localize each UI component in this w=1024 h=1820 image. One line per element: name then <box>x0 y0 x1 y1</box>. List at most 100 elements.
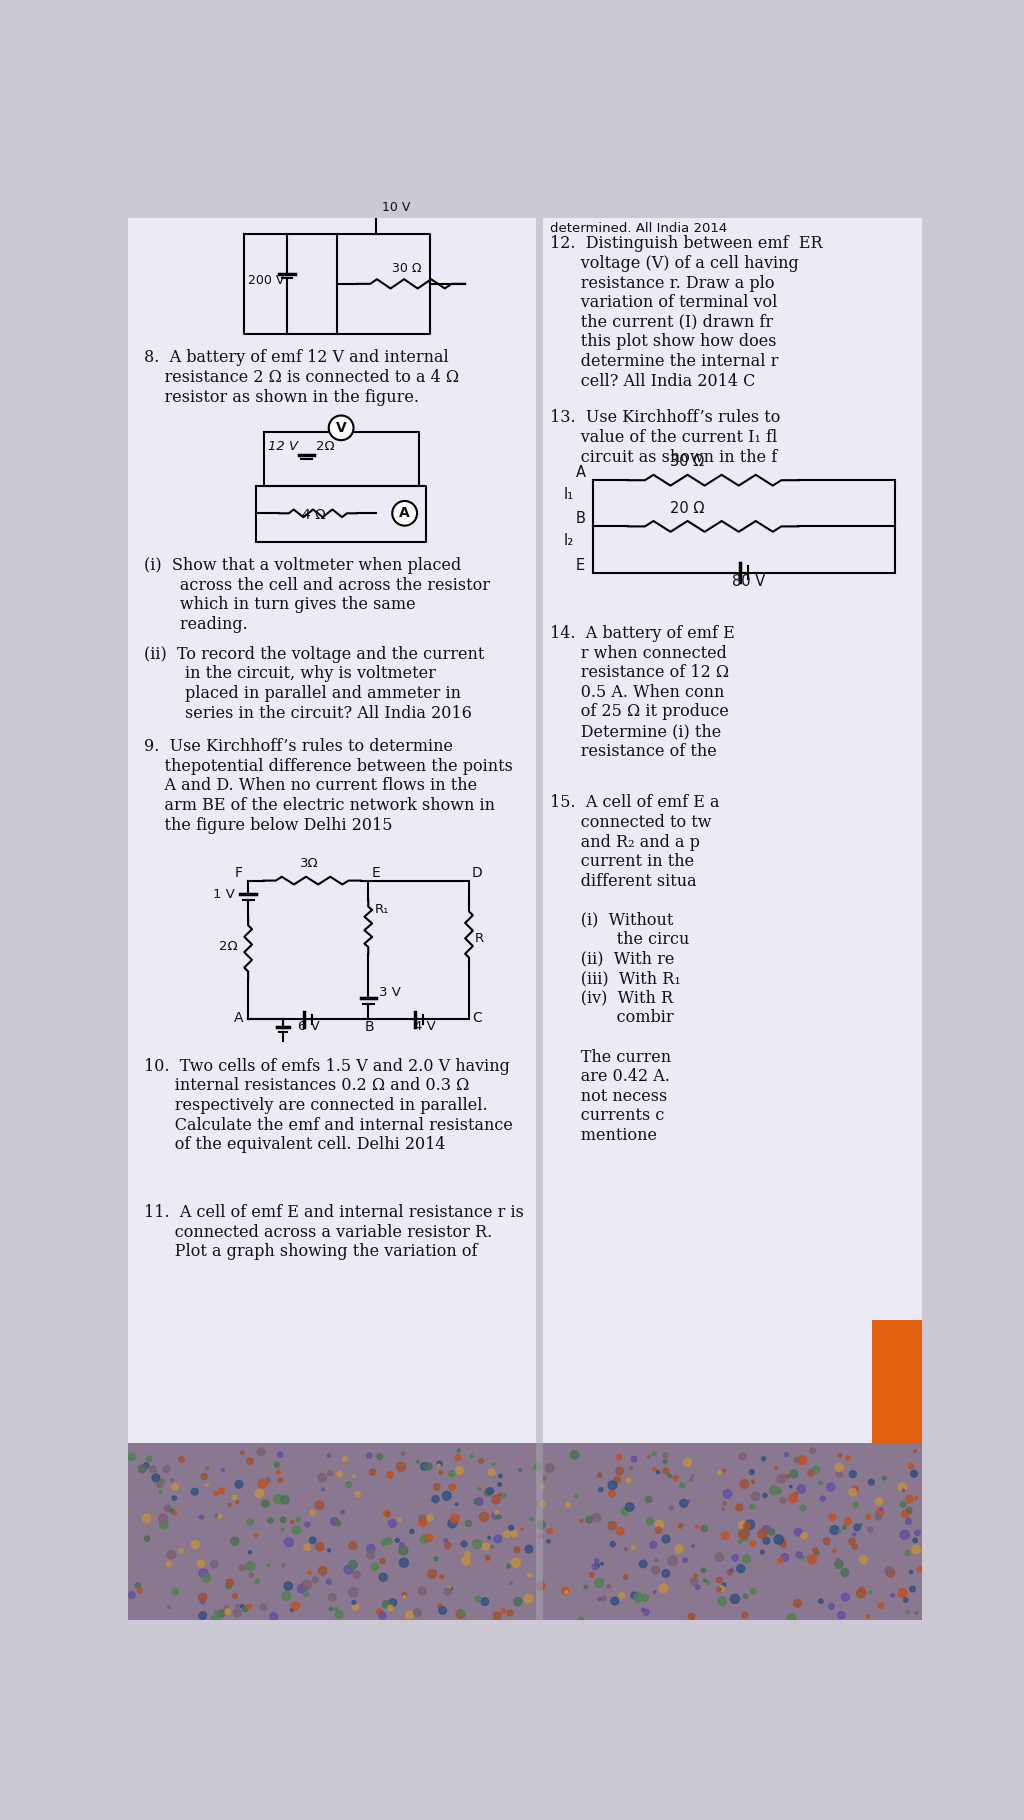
Circle shape <box>595 1563 599 1569</box>
Text: D: D <box>472 866 483 879</box>
Circle shape <box>652 1467 656 1471</box>
Circle shape <box>241 1451 244 1454</box>
Circle shape <box>202 1474 207 1480</box>
Circle shape <box>165 1505 171 1512</box>
Circle shape <box>479 1460 483 1463</box>
Circle shape <box>546 1463 554 1472</box>
Circle shape <box>781 1554 788 1562</box>
Circle shape <box>854 1523 860 1531</box>
Circle shape <box>144 1536 150 1542</box>
Circle shape <box>447 1585 451 1589</box>
Circle shape <box>742 1536 748 1542</box>
Circle shape <box>419 1516 426 1523</box>
Circle shape <box>406 1611 414 1618</box>
Circle shape <box>337 1472 342 1476</box>
Circle shape <box>808 1469 814 1476</box>
Circle shape <box>298 1585 306 1592</box>
Circle shape <box>212 1614 220 1623</box>
Circle shape <box>616 1527 625 1534</box>
Circle shape <box>414 1609 422 1616</box>
Circle shape <box>255 1489 263 1498</box>
Circle shape <box>639 1560 647 1567</box>
Circle shape <box>814 1551 819 1554</box>
Circle shape <box>150 1465 156 1472</box>
Circle shape <box>200 1598 205 1603</box>
Circle shape <box>695 1585 699 1589</box>
Circle shape <box>492 1512 499 1520</box>
Circle shape <box>265 1478 270 1483</box>
Circle shape <box>631 1592 638 1598</box>
Circle shape <box>279 1478 283 1481</box>
Circle shape <box>449 1587 453 1591</box>
Circle shape <box>206 1467 209 1471</box>
Circle shape <box>539 1502 546 1507</box>
Circle shape <box>527 1572 531 1578</box>
Circle shape <box>683 1558 687 1562</box>
Circle shape <box>885 1567 893 1574</box>
Circle shape <box>601 1562 603 1565</box>
Circle shape <box>616 1454 622 1460</box>
Circle shape <box>630 1467 633 1471</box>
Circle shape <box>499 1474 502 1478</box>
Circle shape <box>813 1547 818 1552</box>
Circle shape <box>663 1469 669 1474</box>
Circle shape <box>167 1562 171 1567</box>
Circle shape <box>335 1520 341 1525</box>
Circle shape <box>643 1609 649 1614</box>
Circle shape <box>739 1452 746 1460</box>
Circle shape <box>841 1569 849 1576</box>
Circle shape <box>910 1471 918 1478</box>
Circle shape <box>843 1525 846 1529</box>
Text: V: V <box>336 420 346 435</box>
Circle shape <box>282 1529 284 1531</box>
Circle shape <box>902 1489 905 1492</box>
Circle shape <box>509 1525 514 1531</box>
Circle shape <box>646 1518 653 1525</box>
Circle shape <box>883 1476 887 1480</box>
Circle shape <box>837 1471 843 1478</box>
Circle shape <box>828 1603 835 1609</box>
Circle shape <box>439 1607 446 1614</box>
Circle shape <box>877 1509 884 1516</box>
Circle shape <box>457 1449 460 1452</box>
Circle shape <box>905 1551 910 1556</box>
Text: 14.  A battery of emf E
      r when connected
      resistance of 12 Ω
      0.: 14. A battery of emf E r when connected … <box>550 624 735 759</box>
Circle shape <box>225 1609 230 1614</box>
Circle shape <box>247 1603 252 1609</box>
Circle shape <box>281 1518 286 1523</box>
Circle shape <box>198 1560 204 1567</box>
Circle shape <box>909 1587 915 1592</box>
Circle shape <box>419 1518 426 1527</box>
Circle shape <box>499 1492 501 1496</box>
Circle shape <box>241 1605 244 1609</box>
Circle shape <box>224 1605 228 1609</box>
Circle shape <box>849 1538 855 1545</box>
Circle shape <box>214 1611 217 1614</box>
Circle shape <box>330 1607 333 1611</box>
Circle shape <box>203 1574 211 1582</box>
Circle shape <box>891 1594 895 1598</box>
Circle shape <box>341 1511 344 1514</box>
Circle shape <box>866 1614 870 1618</box>
Circle shape <box>659 1583 668 1592</box>
Circle shape <box>230 1538 239 1545</box>
Circle shape <box>199 1592 207 1602</box>
Circle shape <box>437 1461 442 1467</box>
Circle shape <box>234 1480 243 1489</box>
Circle shape <box>329 415 353 440</box>
Circle shape <box>663 1534 670 1543</box>
Circle shape <box>200 1516 204 1520</box>
Circle shape <box>798 1456 807 1465</box>
Circle shape <box>750 1503 755 1509</box>
Circle shape <box>434 1558 437 1562</box>
Circle shape <box>879 1603 884 1609</box>
Circle shape <box>260 1603 266 1611</box>
Circle shape <box>335 1611 343 1618</box>
Text: 13.  Use Kirchhoff’s rules to
      value of the current I₁ fl
      circuit as : 13. Use Kirchhoff’s rules to value of th… <box>550 410 780 466</box>
Circle shape <box>732 1554 738 1562</box>
Circle shape <box>622 1507 629 1516</box>
Circle shape <box>722 1583 726 1587</box>
Circle shape <box>839 1529 841 1532</box>
Circle shape <box>905 1496 913 1503</box>
Circle shape <box>381 1540 387 1545</box>
